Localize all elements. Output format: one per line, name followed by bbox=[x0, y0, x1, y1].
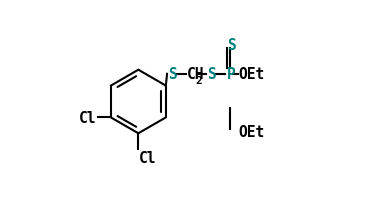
Text: OEt: OEt bbox=[239, 67, 265, 82]
Text: 2: 2 bbox=[195, 75, 202, 85]
Text: CH: CH bbox=[187, 67, 204, 82]
Text: Cl: Cl bbox=[79, 110, 96, 125]
Text: S: S bbox=[168, 67, 177, 82]
Text: OEt: OEt bbox=[239, 124, 265, 139]
Text: P: P bbox=[227, 67, 235, 82]
Text: S: S bbox=[227, 37, 236, 52]
Text: Cl: Cl bbox=[139, 150, 157, 165]
Text: S: S bbox=[207, 67, 216, 82]
